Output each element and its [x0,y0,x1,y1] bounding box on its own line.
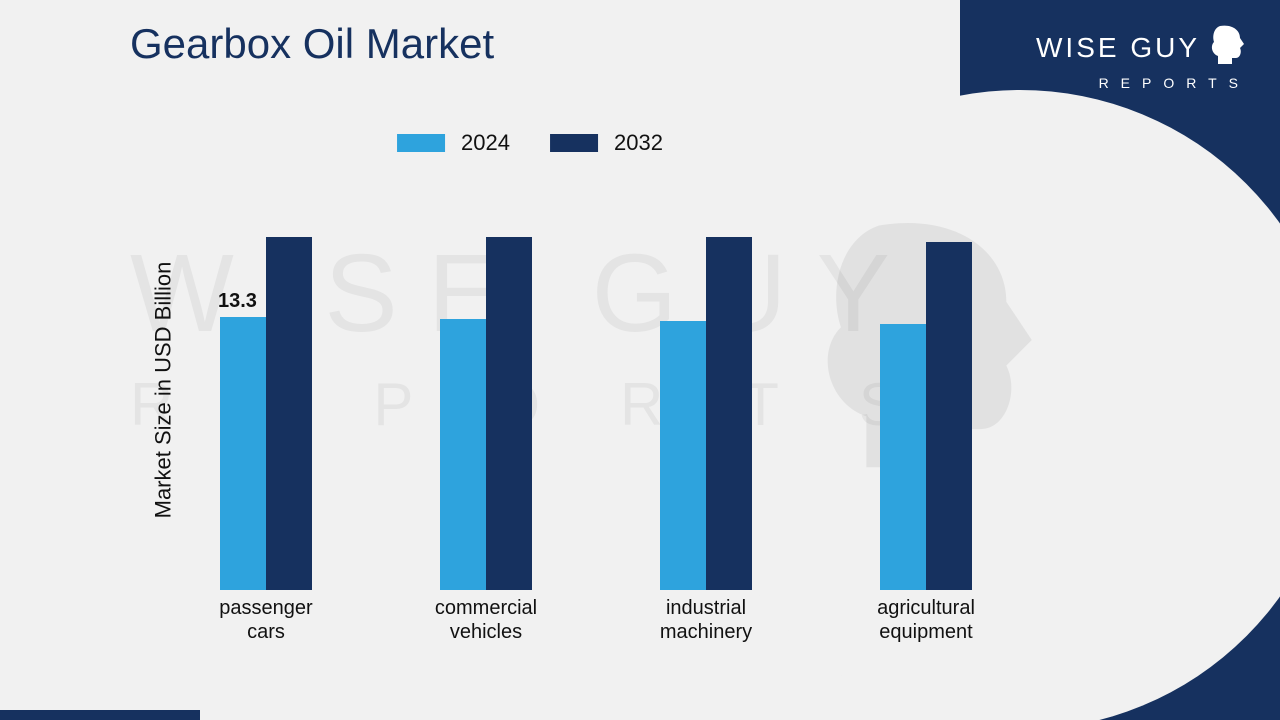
bar-2032 [486,237,532,590]
bar-2032 [266,237,312,590]
bar-group [440,237,532,590]
footer-accent [0,710,200,720]
head-icon [1206,22,1250,73]
brand-logo: WISE GUY REPORTS [1036,22,1250,91]
bar-2024 [440,319,486,590]
bar-group [660,237,752,590]
legend-swatch-2032 [550,134,598,152]
x-axis-label: passengercars [186,596,346,644]
bar-2024 [880,324,926,591]
bar-chart: Market Size in USD Billion 2024 2032 13.… [80,130,980,650]
bar-value-label: 13.3 [218,290,257,313]
legend-item-2024: 2024 [397,130,510,156]
logo-line1: WISE GUY [1036,32,1200,64]
x-axis-label: agriculturalequipment [846,596,1006,644]
x-axis-labels: passengercars commercialvehicles industria… [130,590,980,650]
plot-area: 13.3 [130,180,980,590]
bar-2032 [926,242,972,591]
bar-2032 [706,237,752,590]
bar-2024 [220,317,266,590]
logo-line2: REPORTS [1036,75,1250,91]
legend-label-2024: 2024 [461,130,510,156]
page-title: Gearbox Oil Market [130,20,494,68]
x-axis-label: industrialmachinery [626,596,786,644]
page: Gearbox Oil Market WISE GUY REPORTS WISE… [0,0,1280,720]
legend-item-2032: 2032 [550,130,663,156]
legend: 2024 2032 [397,130,663,156]
bar-2024 [660,321,706,590]
legend-label-2032: 2032 [614,130,663,156]
bar-group [880,242,972,591]
x-axis-label: commercialvehicles [406,596,566,644]
legend-swatch-2024 [397,134,445,152]
